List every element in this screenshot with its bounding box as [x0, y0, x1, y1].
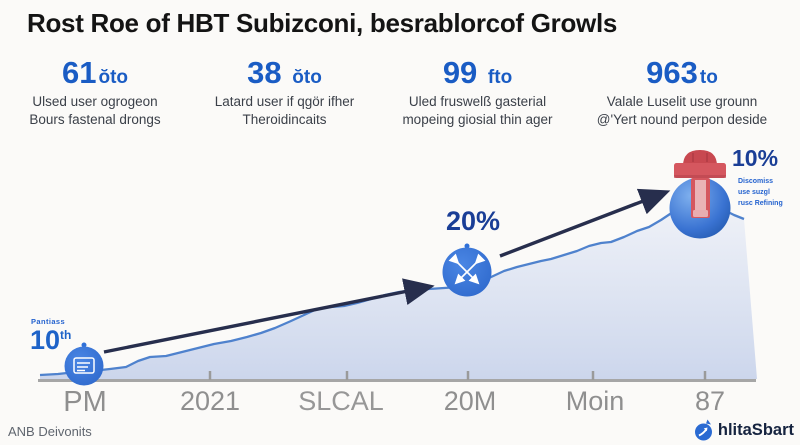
card-icon: [73, 357, 95, 374]
brand-name: hlitaSbart: [717, 420, 794, 439]
marker-right-value: 10%: [732, 145, 779, 171]
stat-2-value: 38 ŏto: [247, 55, 322, 90]
stat-4-value: 963 to: [646, 55, 718, 90]
stat-3: 99 fto Uled fruswelß gasterial mopeing gi…: [385, 57, 570, 129]
cross-arrows-icon: [448, 253, 486, 285]
area-fill: [40, 196, 757, 379]
marker-left-small-label: Pantiass: [31, 317, 66, 326]
marker-right: [669, 150, 731, 239]
x-axis-ticks: [208, 371, 707, 380]
x-axis-label-2021: 2021: [179, 386, 241, 416]
arrow-segment-2: [499, 188, 671, 258]
marker-left-value: 10th: [30, 325, 72, 355]
page-title: Rost Roe of HBT Subizconi, besrablorcof …: [27, 8, 618, 38]
x-axis-label-20m: 20M: [443, 386, 497, 416]
red-cross-shape: [674, 150, 726, 218]
marker-middle: [442, 243, 492, 297]
x-axis-label-87: 87: [694, 386, 726, 416]
marker-right-note: Discomiss use suzgl rusc Refining: [738, 178, 783, 207]
stat-3-value: 99 fto: [442, 55, 513, 90]
credit-text: ANB Deivonits: [8, 424, 92, 439]
stat-4-caption: Valale Luselit use grounn @'Yert nound pe…: [596, 94, 768, 127]
marker-middle-value: 20%: [446, 206, 501, 236]
stat-1-caption: Ulsed user ogrogeon Bours fastenal drongs: [29, 94, 161, 127]
brand-logo: hlitaSbart: [694, 419, 794, 441]
marker-left: [64, 342, 104, 386]
stat-1-value: 61 ŏto: [61, 55, 129, 90]
stat-2-caption: Latard user if qgör ifher Theroidincaits: [214, 94, 355, 127]
x-axis-label-moin: Moin: [565, 386, 625, 416]
stat-3-caption: Uled fruswelß gasterial mopeing giosial t…: [402, 94, 553, 127]
brand-bubble-arrow-icon: [694, 419, 712, 441]
stat-2: 38 ŏto Latard user if qgör ifher Theroidi…: [197, 57, 372, 129]
stat-4: 963 to Valale Luselit use grounn @'Yert no…: [578, 57, 786, 129]
x-axis-label-slcal: SLCAL: [298, 386, 384, 416]
arrow-segment-1: [103, 278, 435, 354]
x-axis-label-pm: PM: [63, 386, 107, 418]
stat-1: 61 ŏto Ulsed user ogrogeon Bours fastenal …: [10, 57, 180, 129]
